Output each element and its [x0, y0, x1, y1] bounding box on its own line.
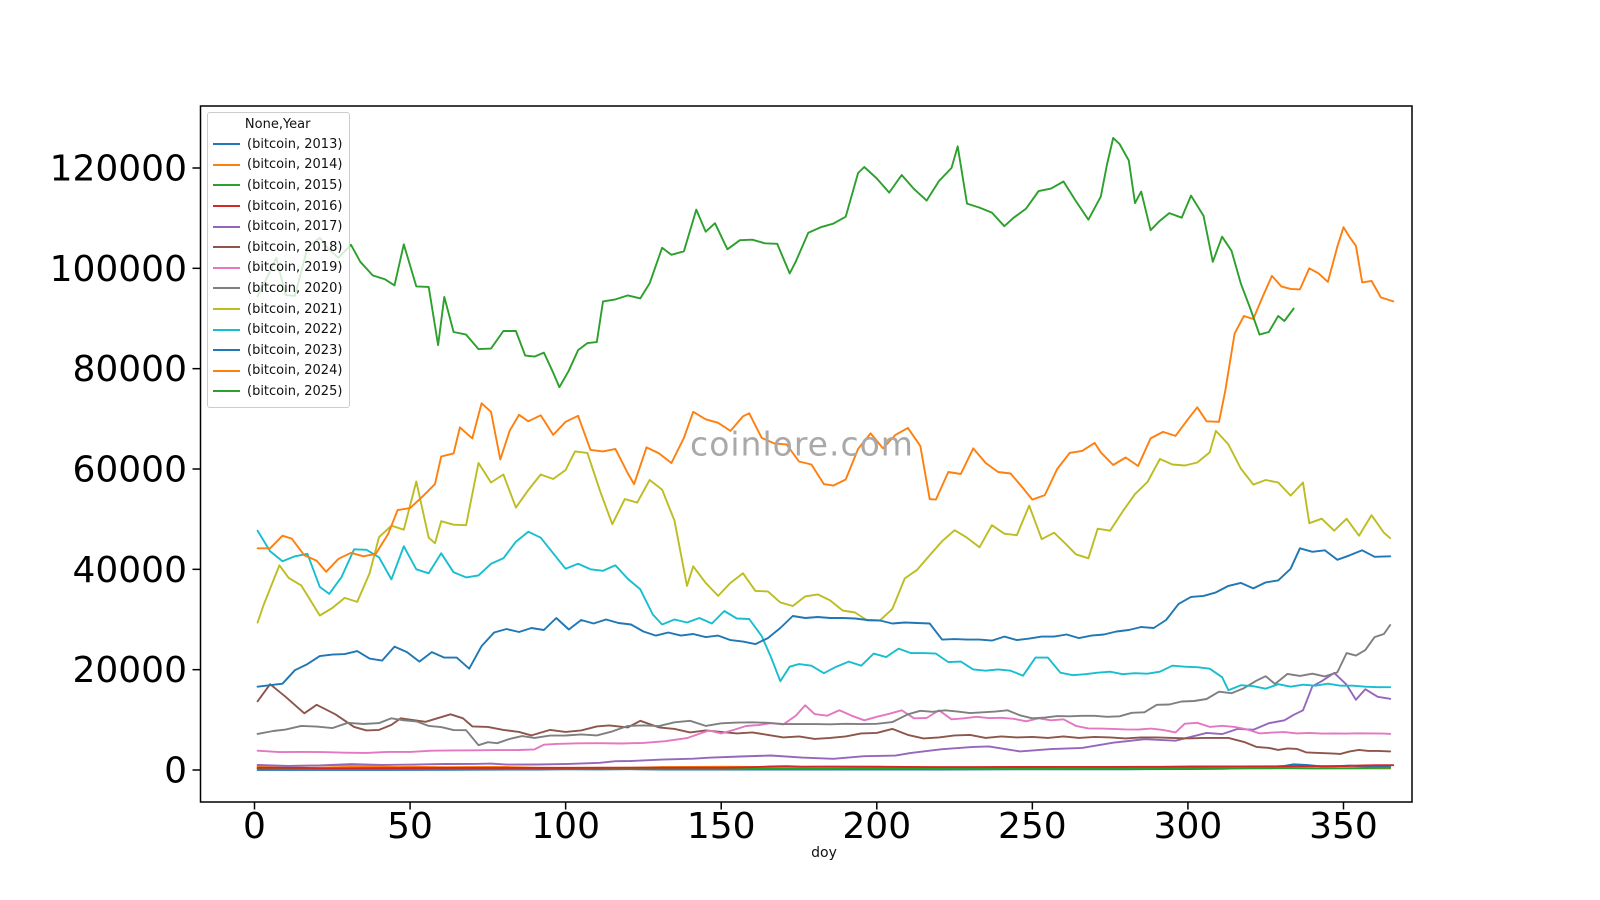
- y-tick-label: 60000: [72, 450, 187, 491]
- x-tick-label: 300: [1154, 806, 1223, 847]
- series-line-bitcoin-2020: [256, 624, 1392, 747]
- legend-label: (bitcoin, 2023): [247, 342, 343, 358]
- legend-item-2025: (bitcoin, 2025): [213, 381, 342, 402]
- y-tick-label: 80000: [72, 349, 187, 390]
- legend-item-2024: (bitcoin, 2024): [213, 361, 342, 382]
- x-tick-label: 100: [531, 806, 600, 847]
- legend-item-2014: (bitcoin, 2014): [213, 155, 342, 176]
- legend-label: (bitcoin, 2015): [247, 177, 343, 193]
- x-tick-label: 0: [243, 806, 266, 847]
- legend-items: (bitcoin, 2013) (bitcoin, 2014) (bitcoin, …: [213, 134, 342, 402]
- x-tick-label: 50: [387, 806, 433, 847]
- y-tick-label: 20000: [72, 650, 187, 691]
- legend-label: (bitcoin, 2016): [247, 198, 343, 214]
- legend-item-2013: (bitcoin, 2013): [213, 134, 342, 155]
- legend-item-2019: (bitcoin, 2019): [213, 258, 342, 279]
- legend-line-swatch: [213, 349, 240, 352]
- series-line-bitcoin-2022: [256, 529, 1392, 692]
- plot-area-border: [199, 105, 1413, 803]
- legend-line-swatch: [213, 287, 240, 290]
- legend-item-2018: (bitcoin, 2018): [213, 237, 342, 258]
- legend-line-swatch: [213, 163, 240, 166]
- legend-line-swatch: [213, 369, 240, 372]
- legend-label: (bitcoin, 2018): [247, 239, 343, 255]
- legend-title: None,Year: [244, 117, 311, 132]
- legend-label: (bitcoin, 2014): [247, 157, 343, 173]
- legend-label: (bitcoin, 2013): [247, 136, 343, 152]
- series-line-bitcoin-2021: [256, 429, 1392, 624]
- chart-legend: None,Year (bitcoin, 2013) (bitcoin, 2014)…: [207, 112, 351, 408]
- legend-line-swatch: [213, 246, 240, 249]
- legend-line-swatch: [213, 328, 240, 331]
- legend-line-swatch: [213, 225, 240, 228]
- legend-line-swatch: [213, 390, 240, 393]
- legend-label: (bitcoin, 2022): [247, 322, 343, 338]
- legend-item-2021: (bitcoin, 2021): [213, 299, 342, 320]
- series-line-bitcoin-2023: [256, 547, 1392, 688]
- watermark: coinlore.com: [690, 424, 914, 464]
- legend-line-swatch: [213, 205, 240, 208]
- y-tick-label: 0: [164, 751, 187, 792]
- series-line-bitcoin-2018: [256, 683, 1392, 755]
- x-tick-label: 200: [842, 806, 911, 847]
- legend-item-2017: (bitcoin, 2017): [213, 216, 342, 237]
- legend-label: (bitcoin, 2019): [247, 260, 343, 276]
- series-line-bitcoin-2019: [256, 704, 1392, 754]
- y-tick-label: 120000: [50, 149, 187, 190]
- x-tick-label: 350: [1309, 806, 1378, 847]
- series-line-bitcoin-2024: [256, 226, 1395, 573]
- legend-label: (bitcoin, 2021): [247, 301, 343, 317]
- legend-line-swatch: [213, 308, 240, 311]
- legend-label: (bitcoin, 2020): [247, 280, 343, 296]
- y-tick-label: 100000: [50, 249, 187, 290]
- y-tick-label: 40000: [72, 550, 187, 591]
- legend-line-swatch: [213, 184, 240, 187]
- legend-line-swatch: [213, 266, 240, 269]
- series-line-bitcoin-2017: [256, 671, 1392, 767]
- legend-item-2023: (bitcoin, 2023): [213, 340, 342, 361]
- x-axis-label: doy: [811, 845, 837, 861]
- legend-item-2020: (bitcoin, 2020): [213, 278, 342, 299]
- legend-line-swatch: [213, 143, 240, 146]
- legend-item-2015: (bitcoin, 2015): [213, 175, 342, 196]
- legend-item-2016: (bitcoin, 2016): [213, 196, 342, 217]
- legend-label: (bitcoin, 2025): [247, 383, 343, 399]
- legend-label: (bitcoin, 2024): [247, 363, 343, 379]
- legend-item-2022: (bitcoin, 2022): [213, 319, 342, 340]
- series-line-bitcoin-2025: [256, 136, 1295, 389]
- legend-label: (bitcoin, 2017): [247, 219, 343, 235]
- series-line-bitcoin-2016: [256, 764, 1395, 770]
- x-tick-label: 150: [687, 806, 756, 847]
- x-tick-label: 250: [998, 806, 1067, 847]
